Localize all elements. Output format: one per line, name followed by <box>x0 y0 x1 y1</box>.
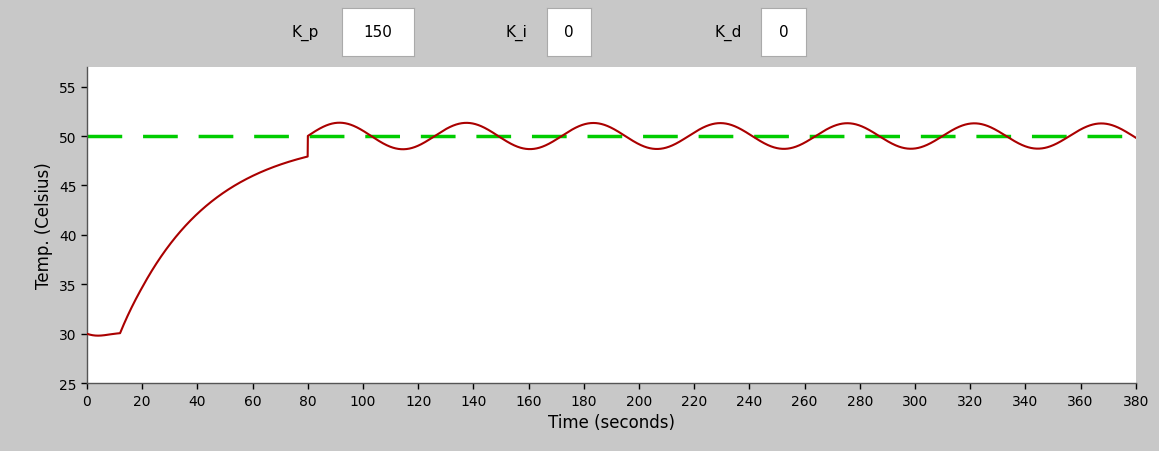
Text: 0: 0 <box>779 25 788 40</box>
Text: 0: 0 <box>564 25 574 40</box>
Text: 150: 150 <box>364 25 392 40</box>
Text: K_d: K_d <box>714 25 742 41</box>
Text: K_p: K_p <box>291 25 319 41</box>
X-axis label: Time (seconds): Time (seconds) <box>548 413 675 431</box>
Y-axis label: Temp. (Celsius): Temp. (Celsius) <box>36 162 53 289</box>
Text: K_i: K_i <box>505 25 527 41</box>
